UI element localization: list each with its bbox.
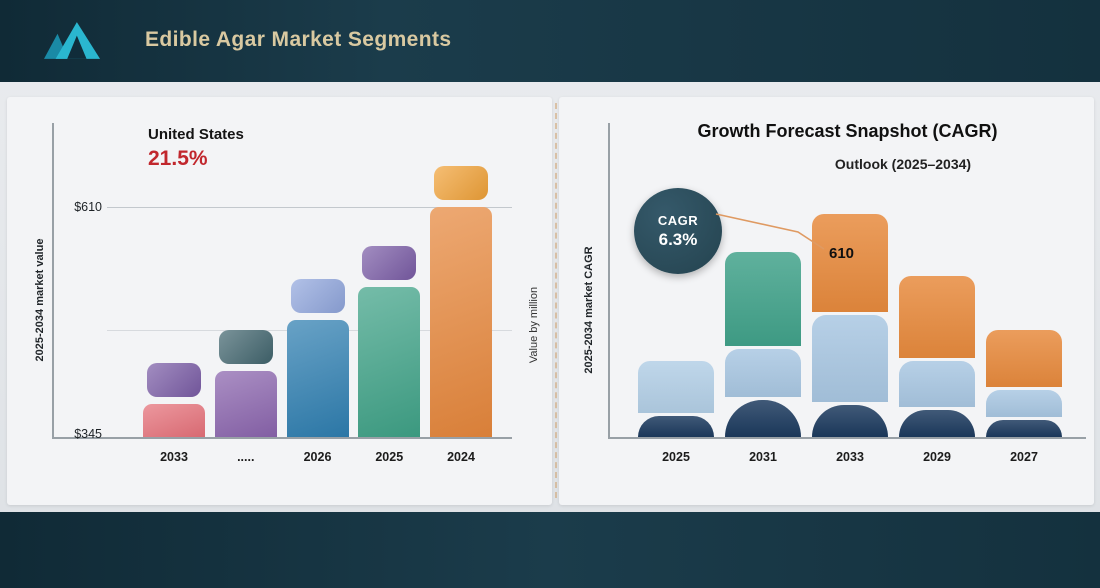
bar-segment: [986, 420, 1062, 437]
y-tick-345: $345: [74, 427, 102, 441]
x-axis-label: 2024: [447, 450, 475, 464]
y-tick-610: $610: [74, 200, 102, 214]
left-bar-group-2026: 2026: [286, 279, 349, 464]
bar-cap: [434, 166, 488, 200]
left-chart-bars: 2033..... 2026 2025 2024: [143, 166, 492, 464]
footer-bar: @ All Market Analysis Snapshot GlobalEdi…: [0, 512, 1100, 588]
bar-segment: [725, 252, 801, 346]
bar-segment: [812, 214, 888, 312]
bar: [358, 287, 421, 437]
left-bar-group-2033: 2033: [143, 363, 205, 464]
right-bar-group-2031: 2031: [725, 252, 801, 464]
left-y-axis-title: 2025-2034 market value: [34, 238, 46, 362]
header-bar: Edible Agar Market Segments: [0, 0, 1100, 82]
bar-segment: [986, 330, 1062, 387]
right-chart-title: Growth Forecast Snapshot (CAGR): [697, 121, 998, 141]
right-chart-bars: 2025 2031 2033 2029 2027: [638, 214, 1062, 464]
bar-value-annotation: 610: [829, 245, 855, 262]
left-chart-region-label: United States: [148, 126, 244, 143]
x-axis-label: 2033: [836, 450, 864, 464]
x-axis-label: 2027: [1010, 450, 1038, 464]
value-unit-label: Value by million: [528, 286, 540, 364]
bar-segment: [986, 390, 1062, 417]
bar-cap: [362, 246, 417, 280]
x-axis-label: 2029: [923, 450, 951, 464]
bar-segment: [725, 349, 801, 397]
x-axis-label: 2025: [375, 450, 404, 464]
bar-cap: [290, 279, 345, 313]
bar-segment: [638, 416, 714, 437]
left-bar-group-2025: 2025: [358, 246, 421, 464]
gridline-610: [107, 207, 512, 208]
cagr-badge-label: CAGR: [657, 212, 699, 228]
bar: [430, 207, 492, 437]
x-axis-label: 2026: [303, 450, 332, 464]
x-axis-label: 2033: [160, 450, 188, 464]
right-y-axis-title: 2025-2034 market CAGR: [583, 246, 595, 374]
right-bar-group-2025: 2025: [638, 361, 714, 464]
x-axis-label: .....: [237, 450, 255, 464]
bar: [214, 371, 277, 437]
bar: [286, 320, 349, 437]
cagr-badge-value: 6.3%: [658, 229, 698, 249]
right-chart-subtitle: Outlook (2025–2034): [834, 156, 972, 172]
x-axis-label: 2031: [749, 450, 777, 464]
right-bar-group-2033: 2033: [812, 214, 888, 464]
bar-segment: [812, 315, 888, 402]
left-bar-group-2024: 2024: [430, 166, 492, 464]
bar-segment: [812, 405, 888, 437]
left-bar-group-.....: .....: [214, 330, 277, 464]
cagr-badge: CAGR 6.3%: [634, 188, 722, 274]
left-chart-highlight-percent: 21.5%: [148, 147, 208, 170]
bar-cap: [218, 330, 273, 364]
x-axis-label: 2025: [662, 450, 690, 464]
page-title: Edible Agar Market Segments: [145, 28, 452, 51]
ama-mountain-logo-icon: [44, 22, 101, 59]
left-x-axis-line: [52, 437, 512, 439]
right-x-axis-line: [608, 437, 1086, 439]
right-y-axis-line: [608, 123, 610, 438]
bar-segment: [725, 400, 801, 437]
bar-segment: [638, 361, 714, 413]
bar-segment: [899, 361, 975, 407]
bar: [143, 404, 205, 437]
left-y-axis-line: [52, 123, 54, 438]
right-bar-group-2029: 2029: [899, 276, 975, 464]
bar-segment: [899, 410, 975, 437]
bar-segment: [899, 276, 975, 358]
panel-divider: [555, 103, 557, 498]
right-bar-group-2027: 2027: [986, 330, 1062, 464]
bar-cap: [147, 363, 201, 397]
